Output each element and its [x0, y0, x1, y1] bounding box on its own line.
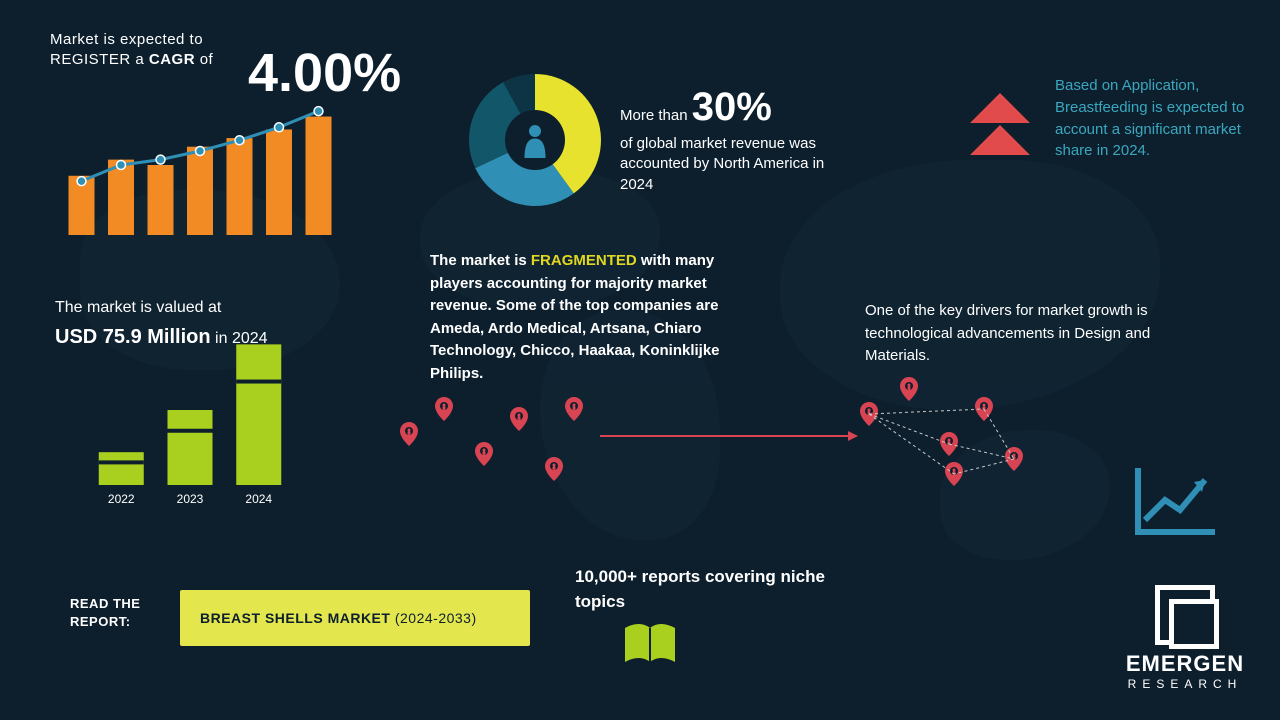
report-range: (2024-2033) — [395, 610, 477, 626]
svg-text:2023: 2023 — [177, 492, 204, 505]
donut-lead: More than — [620, 107, 688, 124]
location-pin-icon — [560, 395, 588, 423]
cagr-line1: Market is expected to — [50, 31, 203, 48]
frag-hl: FRAGMENTED — [531, 252, 637, 269]
location-pin-icon — [540, 455, 568, 483]
frag-before: The market is — [430, 252, 531, 269]
donut-pct: 30% — [692, 85, 772, 129]
driver-text: One of the key drivers for market growth… — [865, 300, 1215, 368]
location-pin-icon — [470, 440, 498, 468]
logo-mark — [1155, 585, 1215, 645]
cagr-chart — [55, 95, 345, 235]
donut-chart — [460, 65, 610, 215]
emergen-logo: EMERGEN RESEARCH — [1105, 585, 1265, 691]
donut-text: More than 30% of global market revenue w… — [620, 80, 835, 195]
location-pin-icon — [505, 405, 533, 433]
valuation-bar-chart: 2022 2023 2024 — [75, 335, 305, 505]
cagr-line2: REGISTER a CAGR of — [50, 51, 213, 68]
book-icon — [620, 620, 680, 670]
report-title: BREAST SHELLS MARKET — [200, 610, 390, 626]
donut-rest: of global market revenue was accounted b… — [620, 135, 824, 193]
location-pin-icon — [395, 420, 423, 448]
application-text: Based on Application, Breastfeeding is e… — [1055, 75, 1265, 162]
trend-icon — [1130, 460, 1220, 540]
frag-after: with many players accounting for majorit… — [430, 252, 720, 382]
connector-arrow — [600, 435, 850, 437]
logo-sub: RESEARCH — [1105, 677, 1265, 691]
network-lines — [840, 365, 1030, 485]
svg-text:2022: 2022 — [108, 492, 135, 505]
read-report-band[interactable]: BREAST SHELLS MARKET (2024-2033) — [180, 590, 530, 646]
arrow-up-icon — [960, 85, 1040, 165]
reports-count-text: 10,000+ reports covering niche topics — [575, 565, 835, 614]
logo-name: EMERGEN — [1105, 651, 1265, 677]
location-pin-icon — [430, 395, 458, 423]
fragmented-text: The market is FRAGMENTED with many playe… — [430, 250, 770, 385]
cagr-block: Market is expected to REGISTER a CAGR of… — [50, 30, 350, 71]
val-line1: The market is valued at — [55, 299, 221, 316]
svg-text:2024: 2024 — [245, 492, 272, 505]
